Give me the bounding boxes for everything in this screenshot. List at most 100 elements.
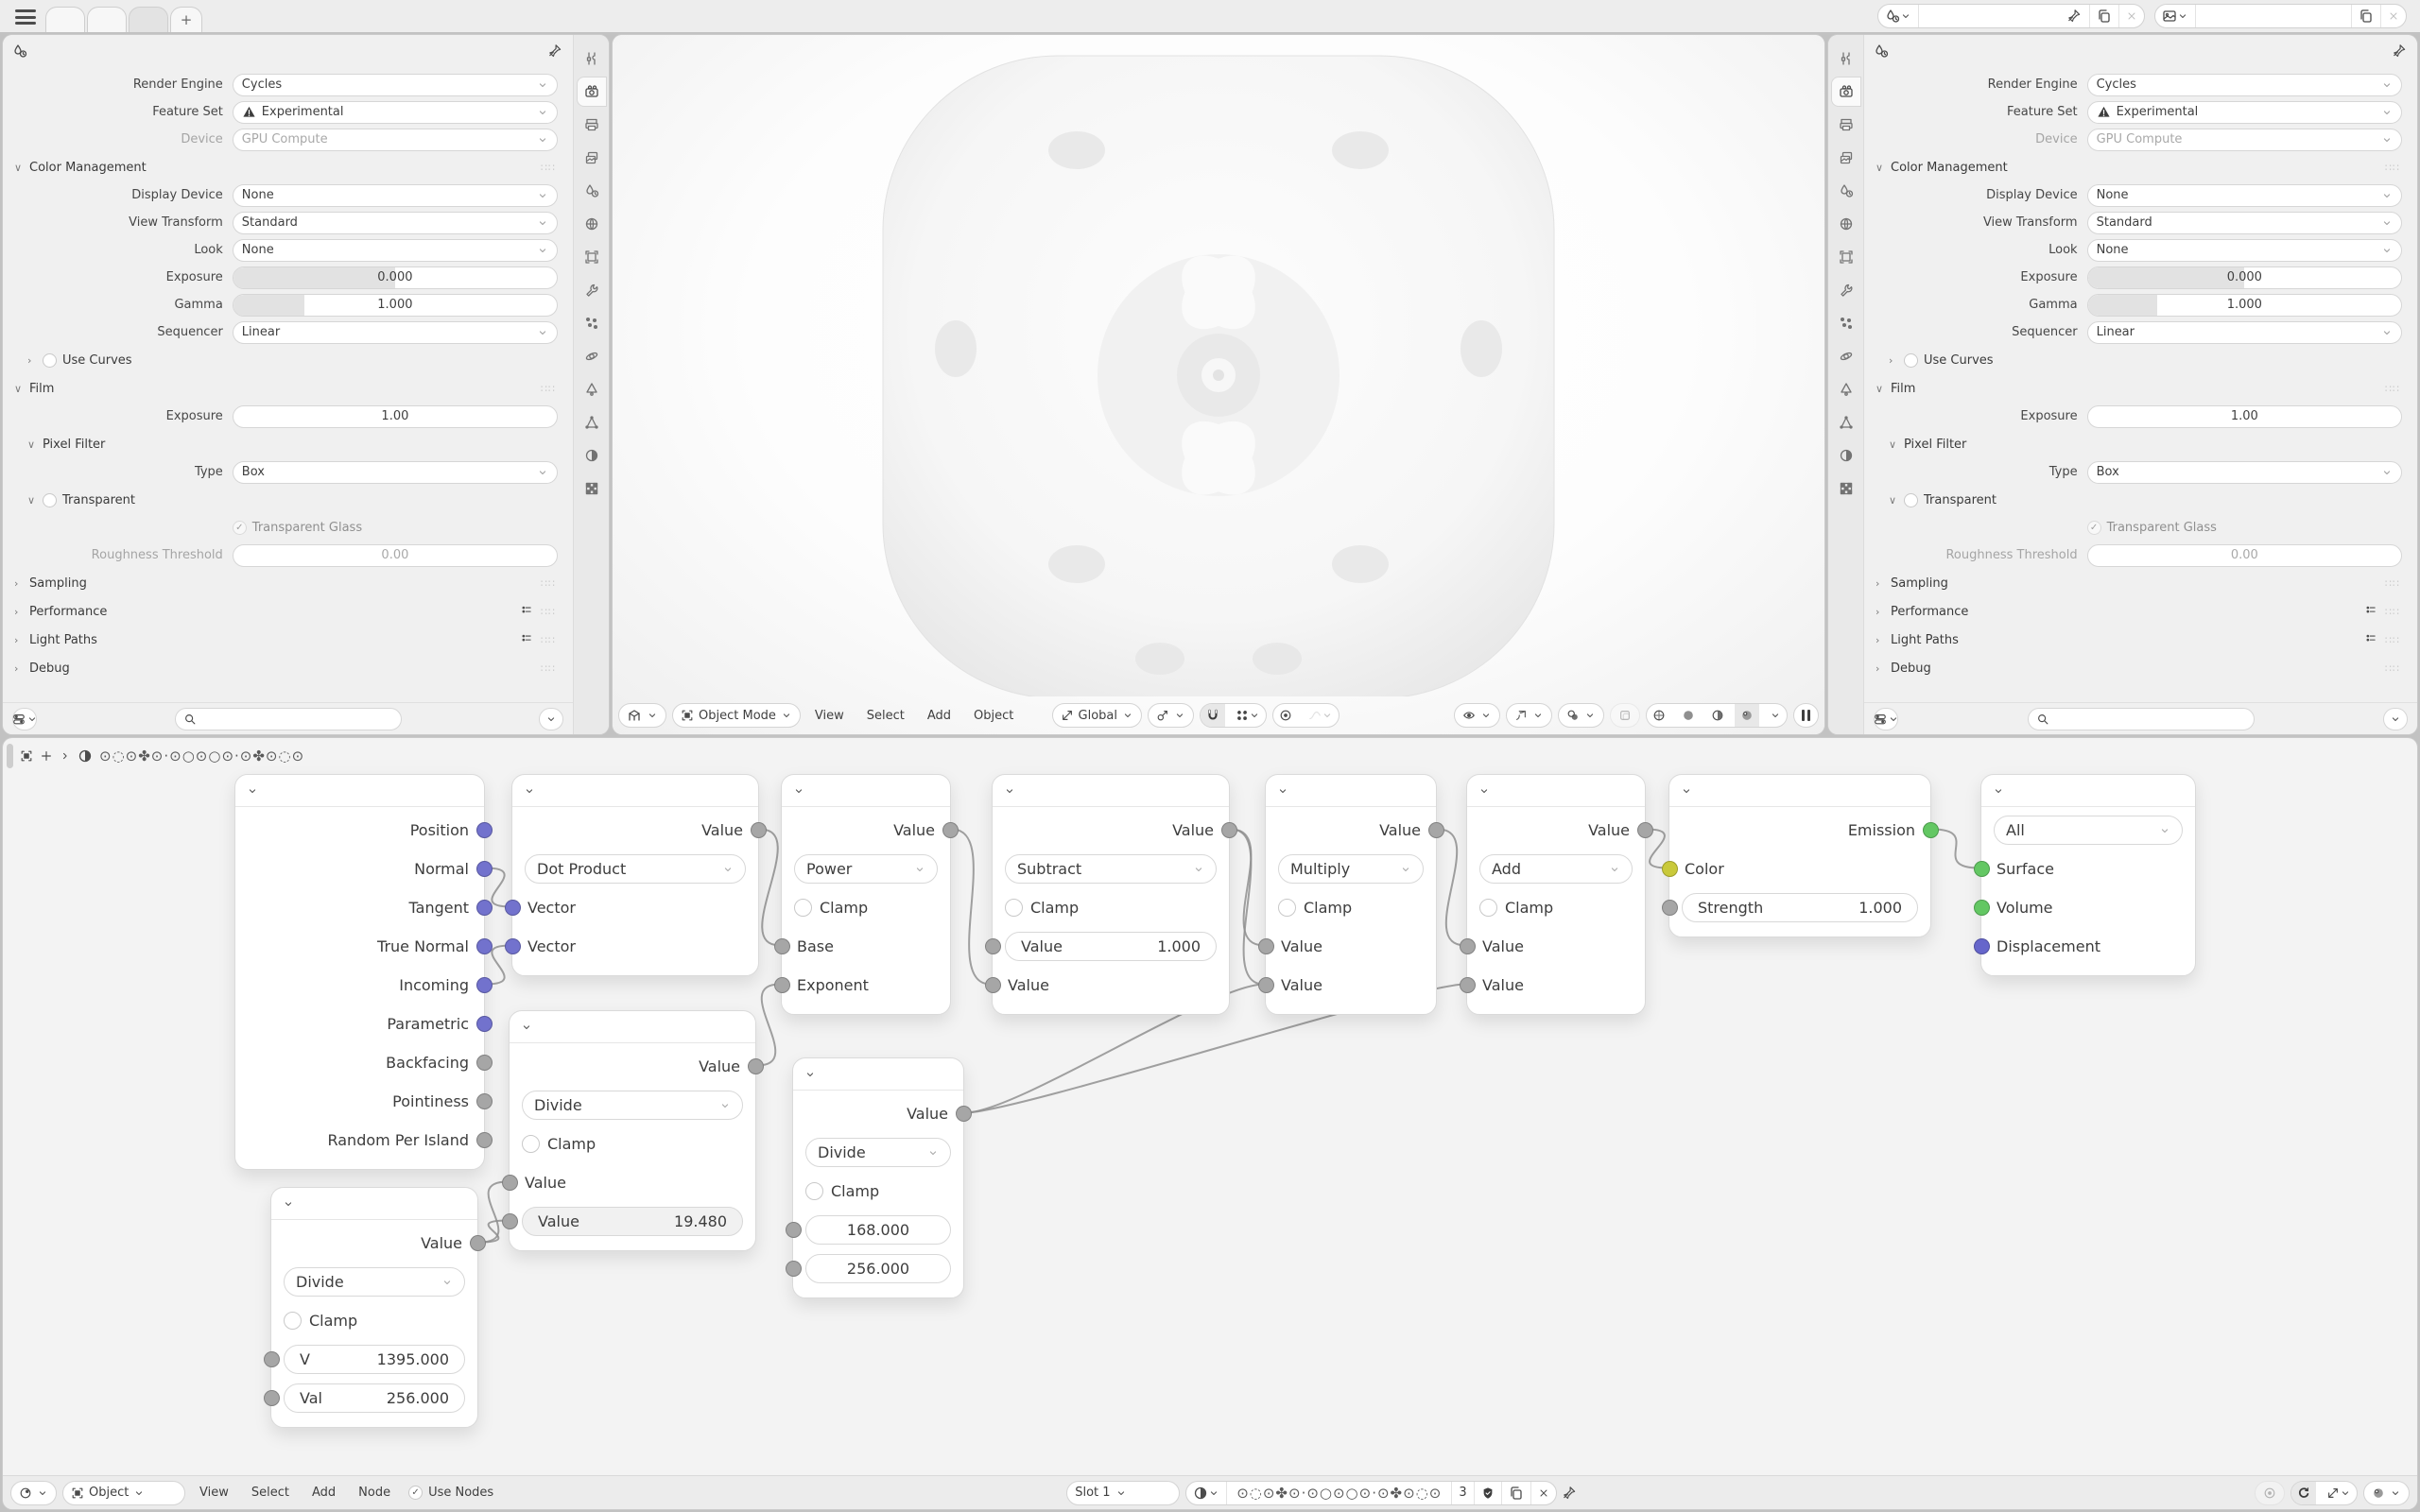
- clamp-checkbox[interactable]: Clamp: [271, 1312, 357, 1330]
- properties-tab-world[interactable]: [1832, 210, 1860, 238]
- node-output[interactable]: All Surface Volume Displacement: [1974, 774, 2196, 976]
- prop-dropdown-device[interactable]: GPU Compute: [2086, 128, 2402, 151]
- workspace-tab-2[interactable]: [87, 7, 127, 32]
- properties-tab-particles[interactable]: [578, 309, 606, 337]
- socket-value[interactable]: [956, 1106, 972, 1122]
- search-input[interactable]: [2054, 712, 2246, 726]
- properties-tab-data[interactable]: [578, 408, 606, 437]
- properties-tab-viewlayer[interactable]: [1832, 144, 1860, 172]
- socket-value[interactable]: [502, 1213, 518, 1229]
- pause-render-button[interactable]: [1793, 703, 1819, 728]
- viewport-canvas[interactable]: [613, 35, 1824, 734]
- socket-value[interactable]: [1460, 938, 1476, 954]
- gizmo-dropdown[interactable]: [1506, 703, 1552, 728]
- properties-tab-physics[interactable]: [1832, 342, 1860, 370]
- properties-tab-render[interactable]: [577, 77, 606, 106]
- view-layer-selector-new[interactable]: [2352, 5, 2381, 27]
- prop-dropdown-sequencer[interactable]: Linear: [232, 320, 558, 344]
- editor-type-button[interactable]: [1874, 707, 1898, 730]
- workspace-tab-3[interactable]: [129, 7, 168, 32]
- node-power[interactable]: Value Power Clamp Base Exponent: [774, 774, 959, 1015]
- section-light-paths[interactable]: › Light Paths ∷∷: [10, 626, 565, 654]
- checkbox-transparent-glass[interactable]: ✓ Transparent Glass: [232, 521, 362, 535]
- socket-pointiness[interactable]: [476, 1093, 493, 1109]
- socket-value[interactable]: [1258, 938, 1274, 954]
- node-header[interactable]: [1266, 775, 1436, 807]
- socket-normal[interactable]: [476, 861, 493, 877]
- properties-tab-object[interactable]: [578, 243, 606, 271]
- menu-icon[interactable]: [11, 7, 40, 27]
- node-operation-dropdown[interactable]: Divide: [284, 1267, 465, 1297]
- socket-volume[interactable]: [1974, 900, 1990, 916]
- properties-search[interactable]: [2027, 707, 2255, 730]
- properties-tab-tool[interactable]: [578, 44, 606, 73]
- section-performance[interactable]: › Performance ∷∷: [1872, 597, 2410, 626]
- socket-exponent[interactable]: [774, 977, 790, 993]
- prop-slider-roughness-threshold[interactable]: 0.00: [2086, 543, 2402, 567]
- socket-value[interactable]: [985, 938, 1001, 954]
- node-subtract[interactable]: Value Subtract Clamp Value 1.000 Value: [985, 774, 1237, 1015]
- list-options-icon[interactable]: [2365, 604, 2377, 620]
- menu-select[interactable]: Select: [251, 1486, 289, 1500]
- shading-wireframe-button[interactable]: [1647, 704, 1671, 727]
- prop-dropdown-render-engine[interactable]: Cycles: [232, 73, 558, 96]
- scene-selector-new[interactable]: [2090, 5, 2119, 27]
- socket-tangent[interactable]: [476, 900, 493, 916]
- properties-tab-object[interactable]: [1832, 243, 1860, 271]
- snap-options[interactable]: [2321, 1482, 2357, 1504]
- menu-view[interactable]: View: [814, 708, 844, 723]
- search-input[interactable]: [201, 712, 393, 726]
- prop-slider-exposure[interactable]: 1.00: [2086, 404, 2402, 428]
- node-header[interactable]: [782, 775, 950, 807]
- menu-object[interactable]: Object: [974, 708, 1014, 723]
- material-browse[interactable]: [1186, 1481, 1228, 1504]
- snap-target-dropdown[interactable]: [1148, 703, 1194, 728]
- section-film[interactable]: ∨ Film ∷∷: [1872, 374, 2410, 403]
- socket-val[interactable]: [264, 1390, 280, 1406]
- prop-slider-exposure[interactable]: 0.000: [2086, 266, 2402, 289]
- editor-type-dropdown[interactable]: [10, 1480, 57, 1505]
- clamp-checkbox[interactable]: Clamp: [793, 1182, 879, 1200]
- socket-v[interactable]: [264, 1351, 280, 1367]
- material-copy[interactable]: [1502, 1481, 1531, 1504]
- shading-solid-button[interactable]: [1676, 704, 1701, 727]
- workspace-tab-1[interactable]: [45, 7, 85, 32]
- overlays-dropdown[interactable]: [2363, 1480, 2410, 1505]
- shader-editor[interactable]: Position Normal Tangent True Normal Incoming…: [3, 738, 2417, 1509]
- snap-toggle[interactable]: [1201, 704, 1225, 727]
- socket-value[interactable]: [1428, 822, 1444, 838]
- socket-value[interactable]: [1221, 822, 1237, 838]
- overlays-dropdown[interactable]: [1558, 703, 1604, 728]
- value-field[interactable]: Strength 1.000: [1682, 893, 1918, 922]
- socket-vector[interactable]: [505, 900, 521, 916]
- transform-orientation-dropdown[interactable]: Global: [1051, 703, 1142, 728]
- clamp-checkbox[interactable]: Clamp: [993, 899, 1079, 917]
- node-operation-dropdown[interactable]: Dot Product: [525, 854, 746, 884]
- clamp-checkbox[interactable]: Clamp: [1467, 899, 1553, 917]
- list-options-icon[interactable]: [2365, 632, 2377, 648]
- node-operation-dropdown[interactable]: Power: [794, 854, 938, 884]
- properties-tab-output[interactable]: [578, 111, 606, 139]
- section-color-management[interactable]: ∨ Color Management ∷∷: [10, 153, 565, 181]
- section-performance[interactable]: › Performance ∷∷: [10, 597, 565, 626]
- node-operation-dropdown[interactable]: Subtract: [1005, 854, 1217, 884]
- socket-true-normal[interactable]: [476, 938, 493, 954]
- properties-tab-particles[interactable]: [1832, 309, 1860, 337]
- prop-slider-exposure[interactable]: 1.00: [232, 404, 558, 428]
- properties-tab-constraints[interactable]: [578, 375, 606, 404]
- prop-slider-gamma[interactable]: 1.000: [232, 293, 558, 317]
- socket-emission[interactable]: [1923, 822, 1939, 838]
- prop-slider-gamma[interactable]: 1.000: [2086, 293, 2402, 317]
- viewport-3d[interactable]: Object Mode View Select Add Object Global: [613, 35, 1824, 734]
- socket-value[interactable]: [502, 1175, 518, 1191]
- shading-material-button[interactable]: [1705, 704, 1730, 727]
- section-checkbox[interactable]: [43, 492, 57, 507]
- properties-tab-output[interactable]: [1832, 111, 1860, 139]
- properties-tab-scene[interactable]: [1832, 177, 1860, 205]
- properties-tab-world[interactable]: [578, 210, 606, 238]
- add-workspace-button[interactable]: +: [170, 7, 202, 32]
- clamp-checkbox[interactable]: Clamp: [782, 899, 868, 917]
- socket-backfacing[interactable]: [476, 1055, 493, 1071]
- scene-selector-browse[interactable]: [1878, 5, 1919, 27]
- value-field[interactable]: Value 1.000: [1005, 932, 1217, 961]
